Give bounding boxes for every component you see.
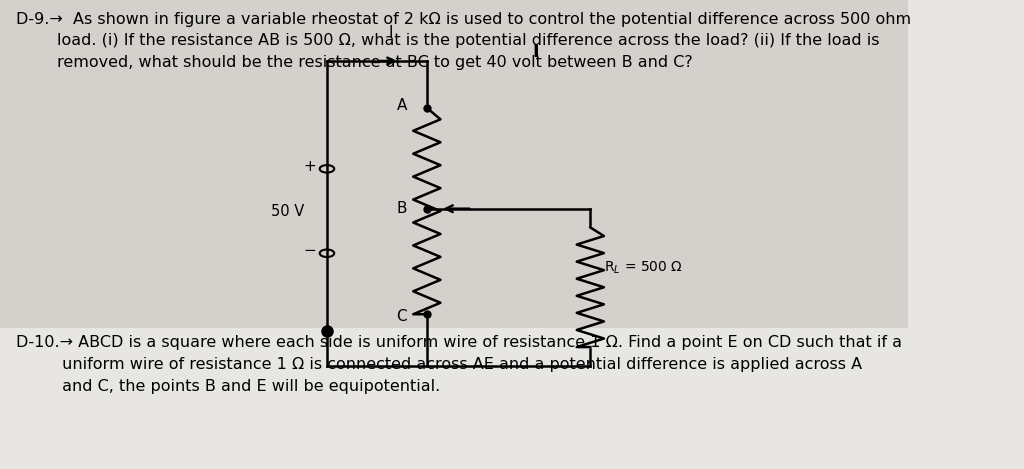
Text: +: + [303,159,316,174]
Text: D-9.→  As shown in figure a variable rheostat of 2 kΩ is used to control the pot: D-9.→ As shown in figure a variable rheo… [16,12,911,70]
Text: −: − [303,243,316,258]
Text: I: I [532,43,540,61]
Text: D-10.→ ABCD is a square where each side is uniform wire of resistance 1 Ω. Find : D-10.→ ABCD is a square where each side … [16,335,902,393]
Bar [0,0,908,328]
Text: 50 V: 50 V [271,204,304,219]
Text: R$_L$ = 500 $\Omega$: R$_L$ = 500 $\Omega$ [604,259,683,275]
Text: C: C [396,309,407,324]
Text: I: I [388,25,393,40]
Text: A: A [396,98,407,113]
Text: B: B [396,201,407,216]
